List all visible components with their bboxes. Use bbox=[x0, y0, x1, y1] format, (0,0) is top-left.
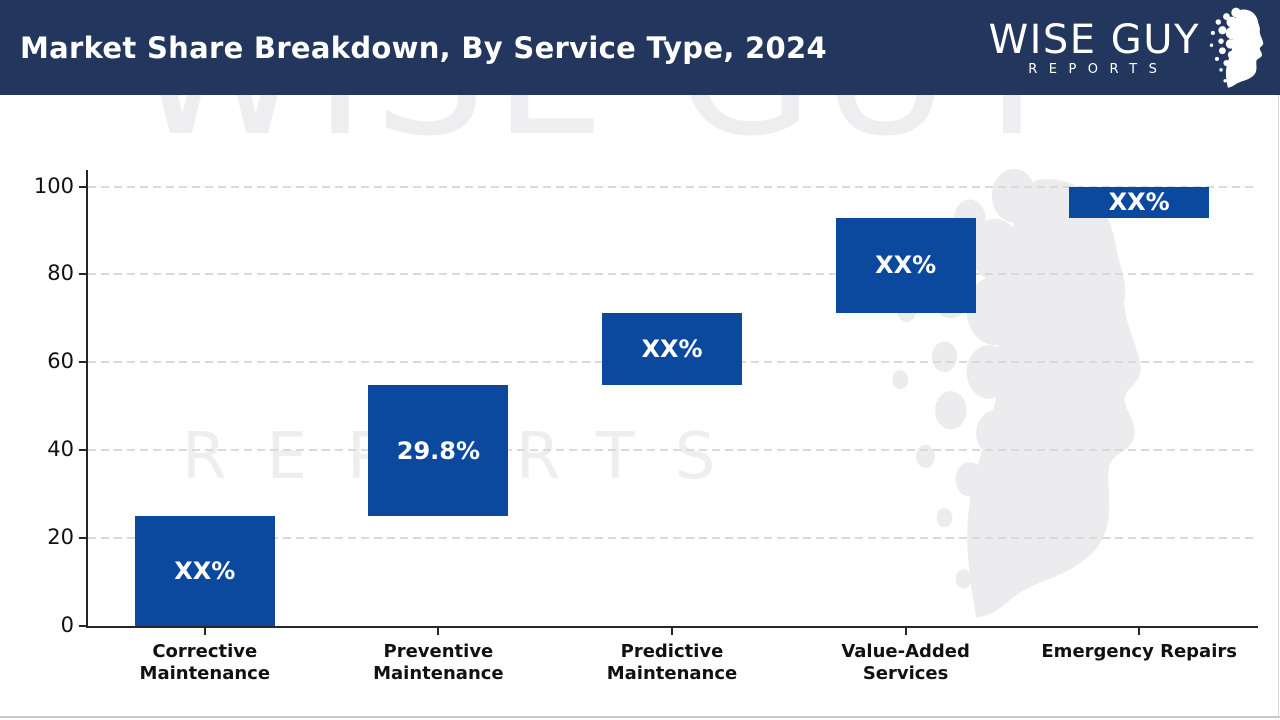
x-category-label: Value-Added Services bbox=[841, 641, 970, 684]
y-axis-line bbox=[86, 170, 88, 628]
bar-value-label: XX% bbox=[641, 334, 703, 363]
x-tick-mark bbox=[671, 628, 673, 635]
x-category-label: Corrective Maintenance bbox=[139, 641, 271, 684]
bar-corrective-maintenance: XX% bbox=[134, 516, 275, 626]
wiseguy-logo-text: WISE GUY REPORTS bbox=[989, 19, 1200, 77]
y-tick-mark bbox=[79, 537, 87, 540]
y-tick-mark bbox=[79, 361, 87, 364]
x-tick-mark bbox=[437, 628, 440, 635]
x-category-label: Preventive Maintenance bbox=[373, 641, 504, 684]
logo-sub-text: REPORTS bbox=[1028, 62, 1169, 77]
x-axis-line bbox=[86, 626, 1258, 628]
y-gridline bbox=[88, 185, 1256, 188]
y-tick-label: 20 bbox=[47, 525, 74, 550]
bar-emergency-repairs: XX% bbox=[1069, 186, 1210, 219]
x-category-label: Predictive Maintenance bbox=[606, 641, 738, 684]
y-tick-label: 60 bbox=[47, 349, 74, 374]
right-divider bbox=[1278, 95, 1279, 716]
y-gridline bbox=[88, 537, 1256, 540]
y-tick-mark bbox=[79, 273, 87, 276]
y-tick-label: 40 bbox=[47, 437, 74, 462]
x-tick-mark bbox=[203, 628, 206, 635]
bar-value-label: 29.8% bbox=[396, 436, 481, 465]
y-tick-mark bbox=[79, 185, 87, 188]
wiseguy-logo: WISE GUY REPORTS bbox=[989, 4, 1270, 92]
bar-value-label: XX% bbox=[1108, 188, 1170, 217]
y-tick-mark bbox=[79, 625, 87, 627]
bar-value-label: XX% bbox=[875, 251, 937, 280]
y-tick-mark bbox=[79, 449, 87, 452]
x-tick-mark bbox=[904, 628, 907, 635]
y-gridline bbox=[88, 449, 1256, 452]
bar-value-added-services: XX% bbox=[835, 218, 976, 313]
bar-value-label: XX% bbox=[174, 557, 236, 586]
x-category-label: Emergency Repairs bbox=[1041, 641, 1237, 662]
logo-brand-text: WISE GUY bbox=[988, 17, 1200, 63]
bar-preventive-maintenance: 29.8% bbox=[368, 385, 509, 517]
x-tick-mark bbox=[1138, 628, 1141, 635]
y-tick-label: 100 bbox=[33, 173, 74, 198]
y-tick-label: 80 bbox=[47, 261, 74, 286]
page-title: Market Share Breakdown, By Service Type,… bbox=[20, 30, 827, 65]
bottom-divider bbox=[0, 716, 1280, 718]
y-gridline bbox=[88, 273, 1256, 276]
header-bar: Market Share Breakdown, By Service Type,… bbox=[0, 0, 1280, 95]
y-tick-label: 0 bbox=[60, 613, 74, 638]
bar-predictive-maintenance: XX% bbox=[602, 312, 742, 386]
wiseguy-face-icon bbox=[1209, 7, 1264, 88]
